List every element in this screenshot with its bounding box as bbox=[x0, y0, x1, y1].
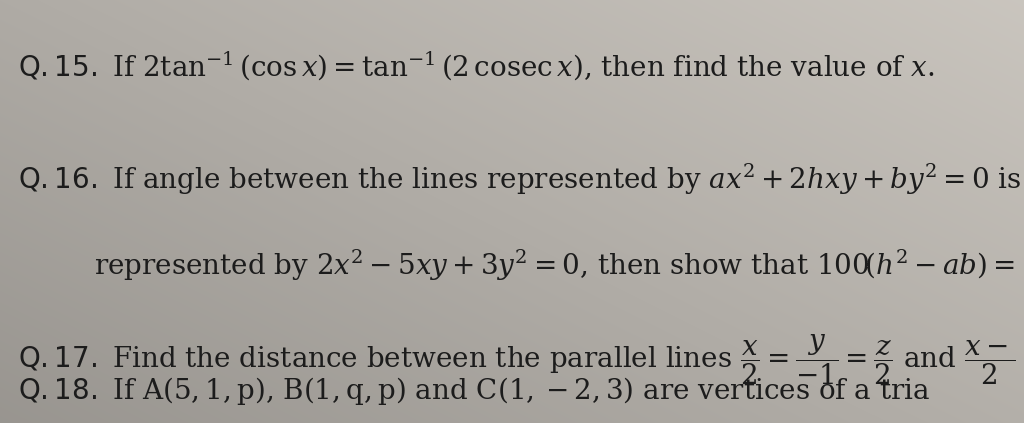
Text: represented by $2x^2-5xy+3y^2=0$, then show that $100\!\left(h^2-ab\right)=$: represented by $2x^2-5xy+3y^2=0$, then s… bbox=[94, 247, 1015, 283]
Text: $\mathsf{Q.17.}$ Find the distance between the parallel lines $\dfrac{x}{2}=\dfr: $\mathsf{Q.17.}$ Find the distance betwe… bbox=[18, 332, 1016, 387]
Text: $\mathsf{Q.16.}$ If angle between the lines represented by $ax^2+2hxy+by^2=0$ is: $\mathsf{Q.16.}$ If angle between the li… bbox=[18, 162, 1022, 197]
Text: $\mathsf{Q.18.}$ If A$(5,1,\mathrm{p})$, B$(1,\mathrm{q},\mathrm{p})$ and C$(1,-: $\mathsf{Q.18.}$ If A$(5,1,\mathrm{p})$,… bbox=[18, 375, 931, 407]
Text: $\mathsf{Q.15.}$ If $2\tan^{-1}(\cos x)=\tan^{-1}(2\,\mathrm{cosec}\,x)$, then f: $\mathsf{Q.15.}$ If $2\tan^{-1}(\cos x)=… bbox=[18, 49, 935, 82]
